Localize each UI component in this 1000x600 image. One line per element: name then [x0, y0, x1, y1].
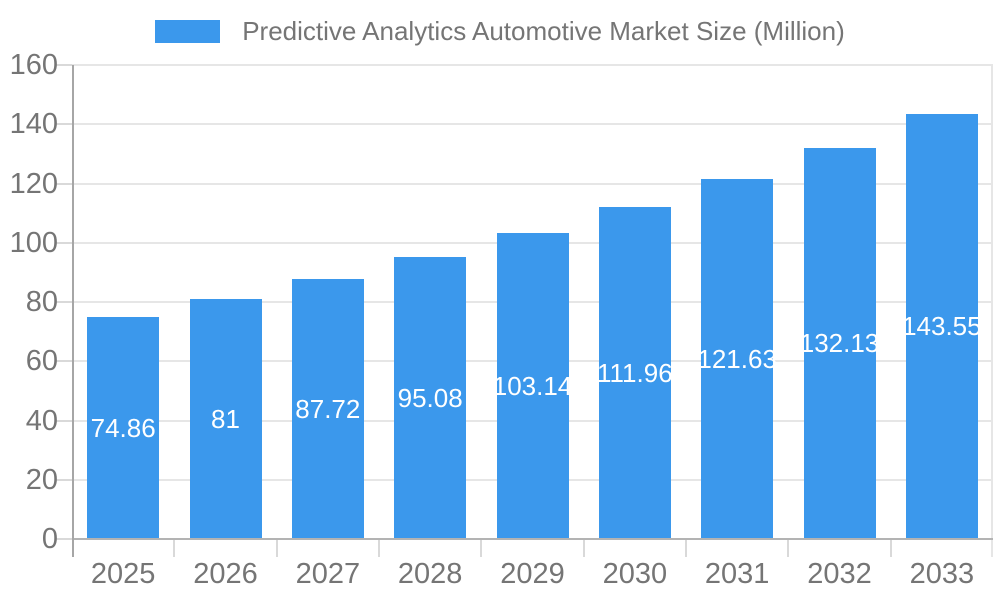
- y-axis-label: 140: [9, 108, 58, 141]
- x-axis-tick: [582, 539, 585, 557]
- x-axis-label: 2026: [193, 558, 258, 590]
- x-axis-label: 2030: [602, 558, 668, 590]
- x-axis-label: 2029: [500, 558, 565, 590]
- y-gridline: [72, 182, 993, 185]
- x-axis-label: 2031: [704, 558, 770, 590]
- y-axis-tick: [56, 241, 72, 244]
- x-axis-label: 2027: [295, 558, 361, 590]
- y-axis-tick: [56, 478, 72, 481]
- x-axis-label: 2032: [807, 558, 872, 590]
- plot-area: 0 20 40 60 80 100 120 140 160 74.86 81 87.72 95.08 10…: [10, 49, 993, 590]
- y-gridline: [72, 64, 993, 66]
- x-axis-line: [72, 538, 993, 540]
- bar-value-label: 132.13: [799, 328, 880, 359]
- x-axis-tick: [173, 539, 176, 557]
- bar-value-label: 74.86: [90, 413, 156, 444]
- x-axis-tick: [480, 539, 483, 557]
- bar-2025[interactable]: [87, 317, 160, 539]
- plot-right-gridline: [991, 65, 993, 557]
- bar-2027[interactable]: [291, 279, 364, 539]
- y-axis-tick: [56, 123, 72, 126]
- x-axis-tick: [378, 539, 380, 557]
- bar-value-label: 103.14: [492, 371, 573, 402]
- y-axis-tick: [56, 64, 72, 66]
- y-axis-tick: [56, 182, 72, 185]
- x-axis-label: 2028: [397, 558, 463, 590]
- y-axis-label: 120: [9, 167, 58, 200]
- y-gridline: [72, 123, 993, 126]
- x-axis-tick: [685, 539, 687, 557]
- bar-value-label: 87.72: [295, 394, 361, 425]
- y-axis-label: 0: [41, 523, 58, 555]
- legend-swatch[interactable]: [155, 19, 221, 43]
- bar-2028[interactable]: [394, 257, 467, 539]
- legend: Predictive Analytics Automotive Market S…: [0, 14, 1000, 48]
- y-axis-label: 100: [9, 226, 58, 259]
- bar-2029[interactable]: [496, 233, 569, 539]
- bar-value-label: 95.08: [397, 383, 463, 414]
- y-axis-label: 160: [9, 49, 58, 81]
- bar-value-label: 143.55: [902, 311, 982, 342]
- y-axis-tick: [56, 301, 72, 303]
- y-axis-label: 20: [25, 463, 58, 496]
- y-axis-tick: [56, 360, 72, 363]
- bar-value-label: 111.96: [596, 358, 673, 389]
- bar-value-label: 121.63: [697, 343, 777, 374]
- bar-2032[interactable]: [803, 147, 876, 539]
- legend-label[interactable]: Predictive Analytics Automotive Market S…: [242, 16, 845, 46]
- bar-2031[interactable]: [701, 178, 774, 539]
- x-axis-label: 2025: [90, 558, 156, 590]
- bar-2030[interactable]: [598, 207, 671, 539]
- y-axis-line: [72, 65, 74, 557]
- x-axis-tick: [889, 539, 892, 557]
- y-axis-label: 80: [25, 286, 58, 318]
- y-axis-tick: [56, 419, 72, 422]
- bar-2033[interactable]: [905, 113, 978, 539]
- x-axis-tick: [275, 539, 278, 557]
- y-axis-tick: [56, 538, 72, 540]
- x-axis-label: 2033: [909, 558, 975, 590]
- bar-2026[interactable]: [189, 299, 262, 539]
- x-axis-tick: [787, 539, 790, 557]
- bar-value-label: 81: [211, 404, 240, 435]
- y-axis-label: 60: [25, 345, 58, 378]
- y-axis-label: 40: [25, 404, 58, 437]
